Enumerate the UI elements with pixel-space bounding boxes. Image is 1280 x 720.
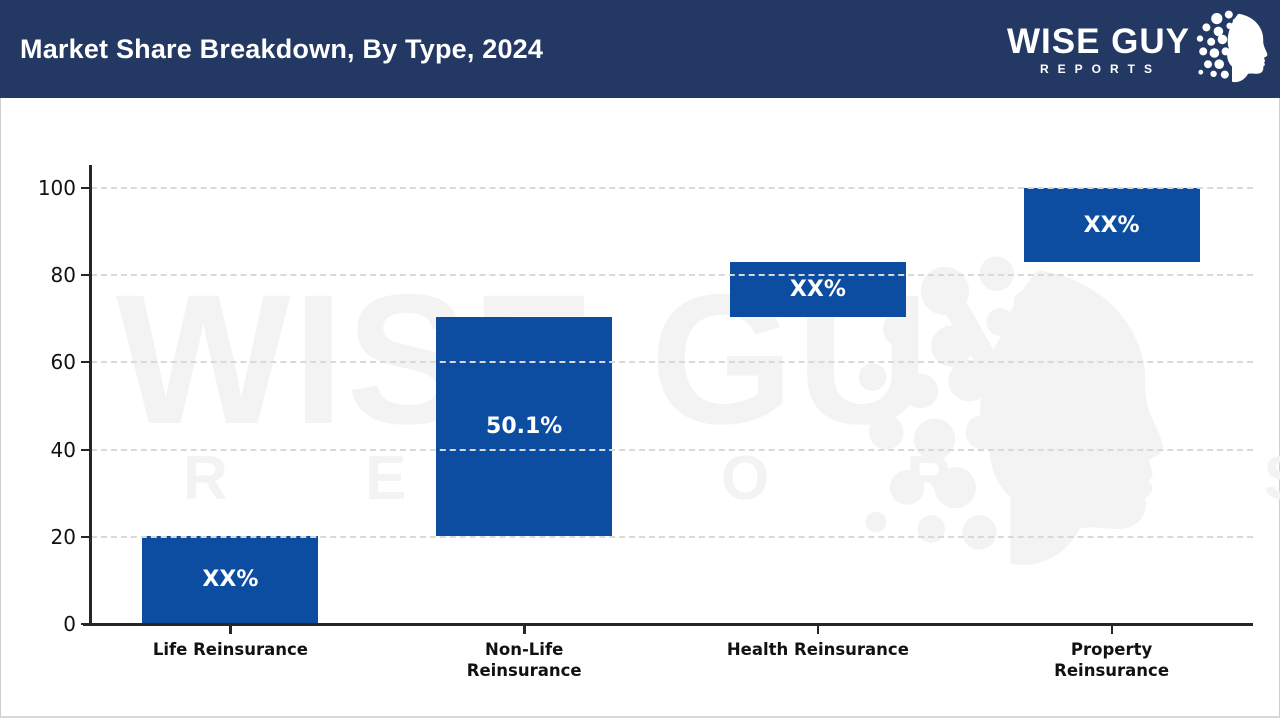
gridline-20 [91,535,1253,538]
category-label-non-life-reinsurance: Non-Life Reinsurance [466,640,582,680]
y-tick-100 [81,187,90,189]
gridline-60 [91,361,1253,364]
y-tick-label-80: 80 [50,263,76,288]
bar-value-label-property-reinsurance: XX% [1083,212,1140,238]
y-tick-60 [81,361,90,364]
category-label-life-reinsurance: Life Reinsurance [152,640,308,659]
gridline-80 [91,274,1253,277]
logo-name: WISE GUY [1006,21,1190,61]
bar-life-reinsurance [142,535,319,624]
watermark-head-profile-icon [858,256,1163,566]
y-tick-40 [81,448,90,451]
bar-value-label-health-reinsurance: XX% [789,277,846,303]
x-tick-life-reinsurance [229,625,232,634]
x-tick-non-life-reinsurance [523,625,526,634]
header-bar: Market Share Breakdown, By Type, 2024 WI… [0,0,1280,98]
y-tick-label-20: 20 [50,524,76,549]
y-tick-label-40: 40 [50,437,76,462]
y-tick-80 [81,274,90,277]
wise-guy-logo: WISE GUY REPORTS [1007,7,1272,91]
gridline-40 [91,448,1253,451]
x-axis-line [83,622,1253,626]
bar-value-label-life-reinsurance: XX% [202,567,259,593]
bar-value-label-non-life-reinsurance: 50.1% [486,414,563,440]
category-label-property-reinsurance: Property Reinsurance [1054,640,1170,680]
bar-health-reinsurance [729,262,906,318]
bar-property-reinsurance [1023,188,1200,263]
y-tick-20 [81,535,90,538]
x-tick-property-reinsurance [1110,625,1114,634]
head-profile-icon [1196,10,1268,83]
y-axis-line [89,165,92,624]
page-title: Market Share Breakdown, By Type, 2024 [20,33,544,64]
bar-non-life-reinsurance [436,317,613,536]
x-tick-health-reinsurance [816,625,820,634]
logo-subtitle: REPORTS [1039,61,1161,76]
gridline-100 [91,187,1253,189]
logo-text: WISE GUY REPORTS [1007,24,1190,75]
y-tick-label-100: 100 [37,176,76,200]
y-tick-label-0: 0 [63,612,76,636]
category-label-health-reinsurance: Health Reinsurance [726,640,909,659]
y-tick-label-60: 60 [50,350,76,375]
